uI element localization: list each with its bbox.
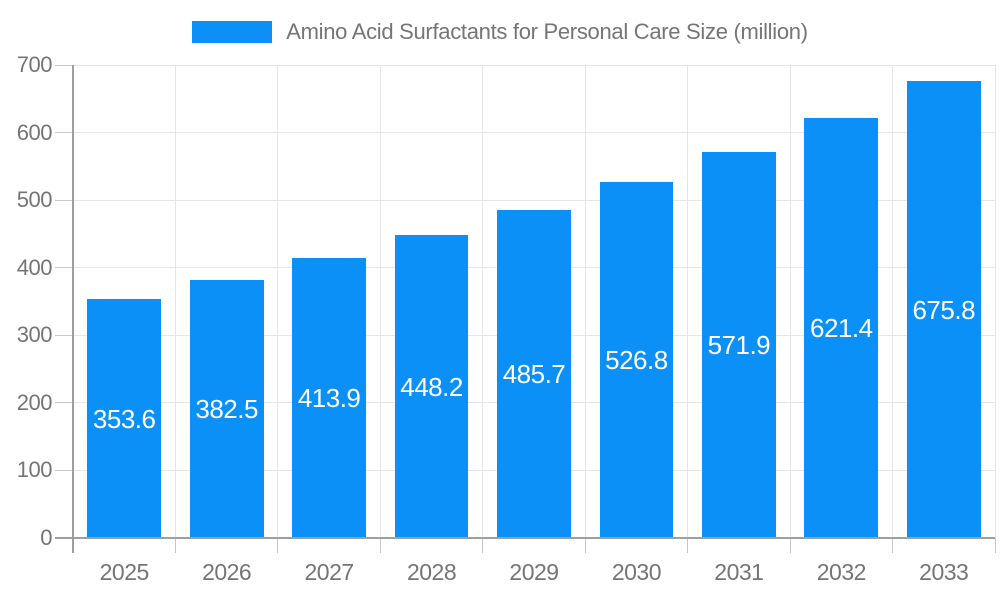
bar: [394, 235, 469, 538]
y-gridline: [73, 64, 995, 66]
bar-value-label: 485.7: [502, 358, 566, 389]
y-axis-label: 0: [40, 525, 52, 550]
y-axis-label: 300: [16, 322, 53, 348]
y-axis-tick: [55, 267, 73, 269]
bar-value-label: 526.8: [605, 345, 668, 376]
bar-value-label: 621.4: [810, 313, 873, 344]
x-gridline: [892, 65, 894, 538]
bar: [292, 258, 366, 538]
legend[interactable]: Amino Acid Surfactants for Personal Care…: [0, 19, 1000, 45]
y-axis-label: 600: [16, 119, 53, 145]
x-gridline: [789, 65, 791, 538]
bar: [189, 279, 264, 538]
y-axis-label: 100: [16, 457, 53, 483]
x-axis-label: 2027: [304, 559, 355, 585]
y-gridline: [73, 132, 995, 134]
x-axis-tick: [994, 538, 996, 553]
x-gridline: [584, 65, 586, 538]
y-axis-label: 400: [16, 254, 53, 280]
x-gridline: [277, 65, 279, 538]
y-axis-tick: [55, 334, 73, 336]
bar-value-label: 571.9: [707, 329, 771, 360]
x-axis-tick: [789, 538, 791, 553]
bar: [804, 118, 879, 538]
y-axis-tick: [55, 402, 73, 404]
x-axis-tick: [892, 538, 894, 553]
x-axis-label: 2028: [406, 559, 457, 585]
y-axis-label: 500: [16, 187, 53, 213]
x-axis-tick: [379, 538, 381, 553]
x-gridline: [994, 65, 996, 538]
y-axis-label: 200: [16, 389, 53, 415]
x-axis-tick: [482, 538, 484, 553]
y-axis-tick: [55, 199, 73, 201]
y-gridline: [73, 199, 995, 201]
x-axis-label: 2032: [816, 559, 867, 585]
x-axis-label: 2030: [611, 559, 662, 585]
x-gridline: [174, 65, 176, 538]
bar-value-label: 353.6: [92, 403, 156, 434]
y-axis-tick: [55, 132, 73, 134]
bar-value-label: 675.8: [912, 294, 976, 325]
x-axis-label: 2026: [202, 559, 252, 585]
bar-value-label: 448.2: [400, 371, 463, 402]
y-axis-line: [72, 65, 74, 553]
x-axis-label: 2025: [99, 559, 150, 585]
bar: [906, 81, 981, 538]
x-axis-tick: [277, 538, 279, 553]
bar: [702, 151, 776, 538]
x-axis-label: 2031: [714, 559, 764, 585]
y-axis-tick: [55, 64, 73, 66]
x-axis-tick: [174, 538, 176, 553]
x-axis-tick: [584, 538, 586, 553]
bar: [497, 209, 571, 538]
x-axis-line: [55, 537, 995, 539]
bar: [87, 299, 162, 538]
y-axis-label: 700: [16, 52, 53, 77]
x-gridline: [687, 65, 689, 538]
legend-label: Amino Acid Surfactants for Personal Care…: [286, 19, 808, 44]
x-axis-label: 2033: [919, 559, 969, 585]
x-gridline: [379, 65, 381, 538]
y-axis-tick: [55, 469, 73, 471]
bar-value-label: 382.5: [195, 393, 258, 424]
x-axis-tick: [687, 538, 689, 553]
x-gridline: [482, 65, 484, 538]
x-axis-label: 2029: [509, 559, 559, 585]
bar-value-label: 413.9: [297, 383, 361, 414]
legend-swatch: [192, 21, 273, 43]
bar: [599, 182, 674, 538]
